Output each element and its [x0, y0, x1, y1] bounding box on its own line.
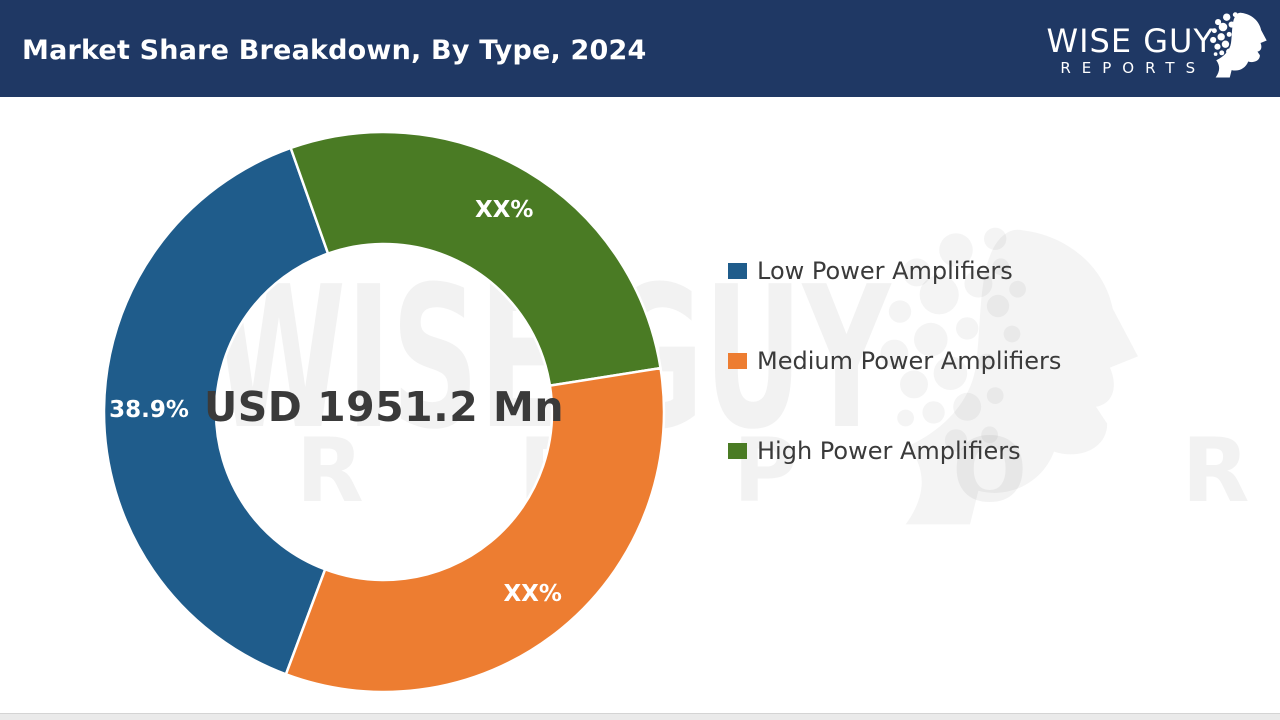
donut-segment-low-power-amplifiers[interactable] [102, 146, 330, 676]
legend-label: High Power Amplifiers [757, 436, 1021, 465]
donut-center-value: USD 1951.2 Mn [203, 383, 565, 431]
donut-segment-high-power-amplifiers[interactable] [289, 130, 662, 387]
legend-item-medium-power-amplifiers[interactable]: Medium Power Amplifiers [728, 346, 1062, 375]
segment-label-medium-power-amplifiers: XX% [503, 581, 562, 607]
logo-text: WISE GUY REPORTS [1046, 24, 1214, 77]
legend-label: Low Power Amplifiers [757, 256, 1013, 285]
segment-label-high-power-amplifiers: XX% [475, 197, 534, 223]
wise-guy-logo: WISE GUY REPORTS [1046, 11, 1270, 91]
watermark-reports: R E P O R T S [296, 419, 1280, 522]
header-bar: Market Share Breakdown, By Type, 2024 WI… [0, 0, 1280, 97]
legend-label: Medium Power Amplifiers [757, 346, 1062, 375]
legend-item-low-power-amplifiers[interactable]: Low Power Amplifiers [728, 256, 1061, 285]
segment-label-low-power-amplifiers: 38.9% [109, 397, 189, 423]
legend-swatch [728, 262, 747, 279]
logo-face-icon [1210, 11, 1267, 77]
legend-swatch [728, 442, 747, 459]
donut-chart: 38.9% XX% XX% [102, 130, 666, 694]
chart-legend: Low Power Amplifiers Medium Power Amplifi… [728, 257, 1061, 527]
legend-swatch [728, 352, 747, 369]
logo-wordmark: WISE GUY [1046, 22, 1214, 60]
page-title: Market Share Breakdown, By Type, 2024 [22, 35, 647, 66]
chart-canvas: WISE GUY R E P O R T S 38.9%XX%XX% USD 1… [0, 97, 1280, 713]
footer-strip [0, 713, 1280, 720]
donut-segment-medium-power-amplifiers[interactable] [284, 366, 666, 694]
legend-item-high-power-amplifiers[interactable]: High Power Amplifiers [728, 436, 1061, 465]
logo-subtitle: REPORTS [1060, 59, 1207, 77]
